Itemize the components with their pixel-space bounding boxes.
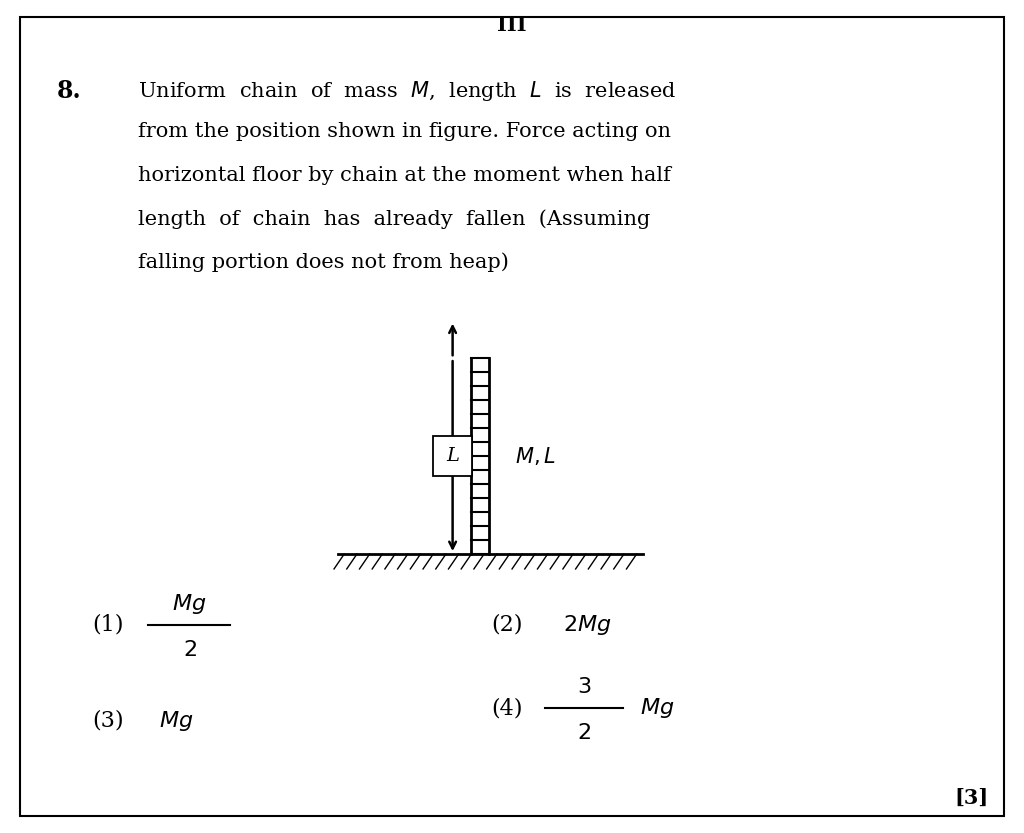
Text: 8.: 8. (56, 79, 81, 103)
Text: $3$: $3$ (577, 676, 591, 698)
Text: $Mg$: $Mg$ (172, 592, 207, 616)
Text: L: L (446, 447, 459, 465)
Text: falling portion does not from heap): falling portion does not from heap) (138, 252, 509, 272)
Text: (2): (2) (492, 614, 523, 636)
Text: (1): (1) (92, 614, 124, 636)
Text: Uniform  chain  of  mass  $M$,  length  $L$  is  released: Uniform chain of mass $M$, length $L$ is… (138, 79, 677, 103)
Text: III: III (498, 15, 526, 35)
Text: $2$: $2$ (182, 639, 197, 661)
Text: horizontal floor by chain at the moment when half: horizontal floor by chain at the moment … (138, 166, 671, 185)
Text: (4): (4) (492, 697, 523, 719)
Text: [3]: [3] (954, 788, 988, 808)
Text: $Mg$: $Mg$ (159, 709, 194, 732)
Text: from the position shown in figure. Force acting on: from the position shown in figure. Force… (138, 122, 672, 142)
Text: (3): (3) (92, 710, 124, 731)
Text: $Mg$: $Mg$ (640, 696, 675, 720)
Text: $2$: $2$ (577, 722, 591, 744)
Text: $2Mg$: $2Mg$ (563, 613, 611, 636)
Text: $M, L$: $M, L$ (515, 445, 556, 467)
Text: length  of  chain  has  already  fallen  (Assuming: length of chain has already fallen (Assu… (138, 209, 650, 229)
Bar (433, 436, 472, 476)
